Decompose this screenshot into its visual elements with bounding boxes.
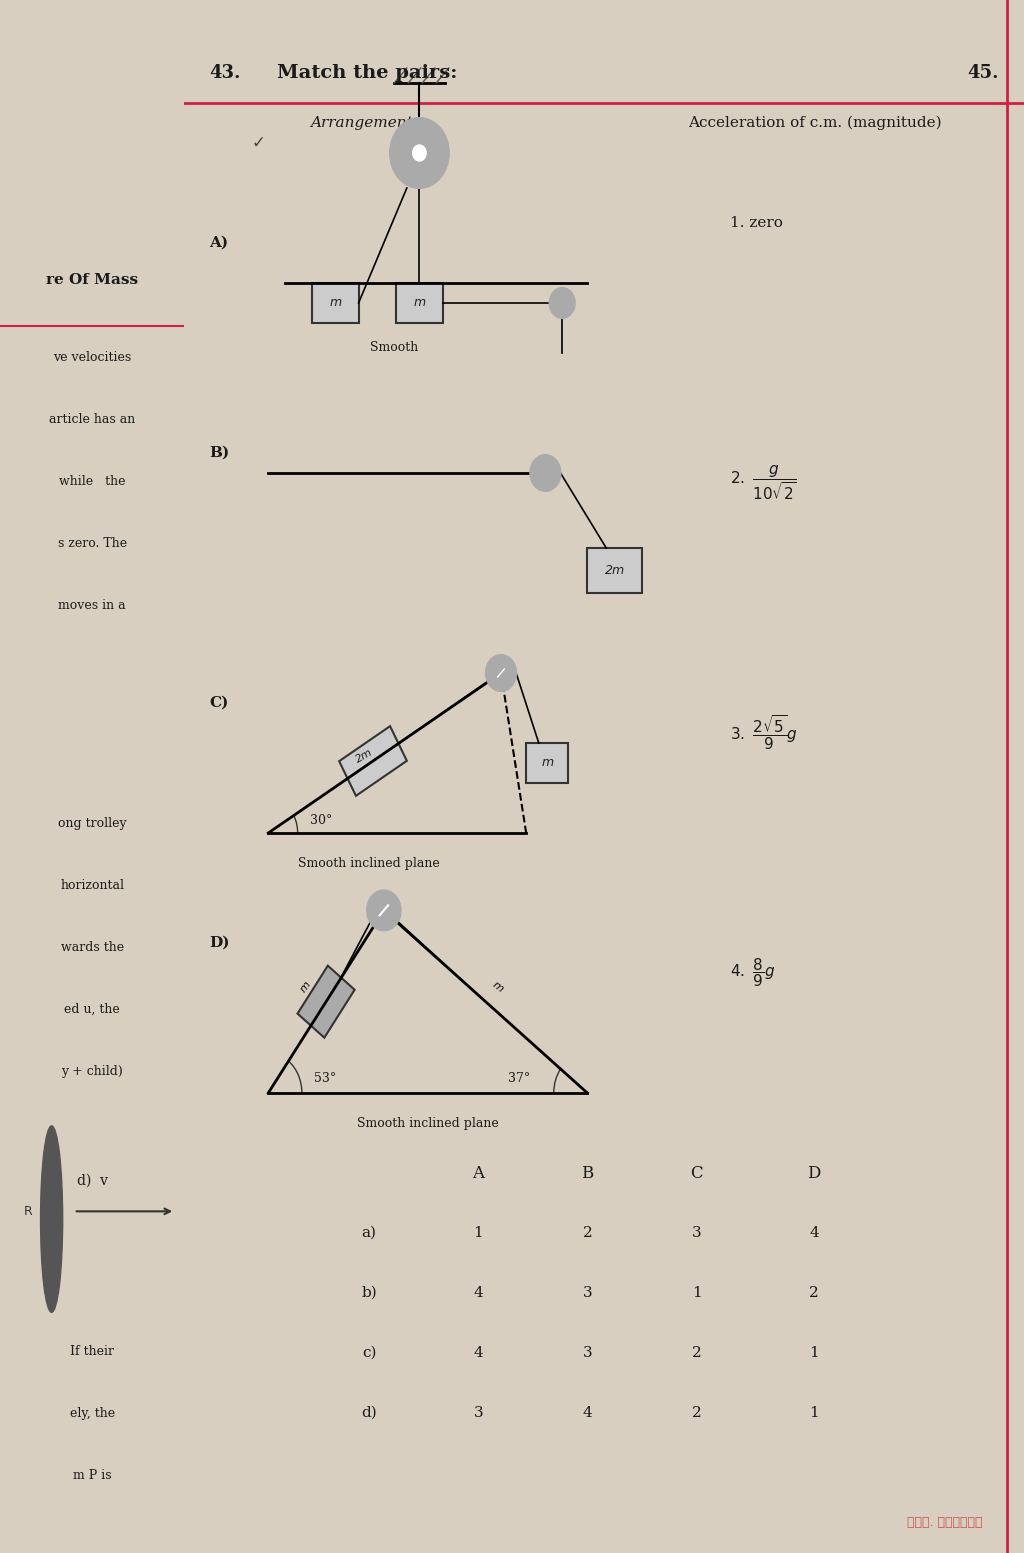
Text: C): C) bbox=[210, 696, 229, 710]
Text: m: m bbox=[541, 756, 553, 769]
Text: while   the: while the bbox=[59, 475, 125, 488]
Text: A): A) bbox=[210, 236, 228, 250]
Text: s zero. The: s zero. The bbox=[57, 537, 127, 550]
Text: 3: 3 bbox=[473, 1405, 483, 1419]
Text: $3.\ \dfrac{2\sqrt{5}}{9}g$: $3.\ \dfrac{2\sqrt{5}}{9}g$ bbox=[730, 714, 798, 752]
Circle shape bbox=[390, 118, 449, 188]
Text: 37°: 37° bbox=[508, 1072, 529, 1084]
Text: re Of Mass: re Of Mass bbox=[46, 272, 138, 287]
Text: b): b) bbox=[361, 1286, 377, 1300]
Text: m P is: m P is bbox=[73, 1469, 112, 1482]
Text: 2: 2 bbox=[691, 1346, 701, 1360]
Text: 4: 4 bbox=[809, 1225, 819, 1239]
Text: ✓: ✓ bbox=[252, 134, 265, 152]
Text: 3: 3 bbox=[583, 1346, 592, 1360]
Text: 1: 1 bbox=[809, 1405, 819, 1419]
Text: wards the: wards the bbox=[60, 941, 124, 954]
Circle shape bbox=[530, 455, 560, 491]
Text: ong trolley: ong trolley bbox=[57, 817, 127, 829]
Circle shape bbox=[367, 890, 400, 930]
Text: 1. zero: 1. zero bbox=[730, 216, 783, 230]
Text: Smooth inclined plane: Smooth inclined plane bbox=[298, 857, 440, 870]
Text: $2.\ \dfrac{g}{10\sqrt{2}}$: $2.\ \dfrac{g}{10\sqrt{2}}$ bbox=[730, 464, 797, 502]
Text: ve velocities: ve velocities bbox=[53, 351, 131, 363]
Text: If their: If their bbox=[71, 1345, 114, 1357]
FancyBboxPatch shape bbox=[588, 548, 642, 593]
Text: a): a) bbox=[361, 1225, 377, 1239]
Text: A: A bbox=[472, 1165, 484, 1182]
Text: m: m bbox=[330, 297, 342, 309]
FancyBboxPatch shape bbox=[298, 966, 354, 1037]
Text: 2: 2 bbox=[809, 1286, 819, 1300]
Text: 1: 1 bbox=[691, 1286, 701, 1300]
Text: $4.\ \dfrac{8}{9}g$: $4.\ \dfrac{8}{9}g$ bbox=[730, 957, 775, 989]
Text: Acceleration of c.m. (magnitude): Acceleration of c.m. (magnitude) bbox=[688, 116, 942, 130]
Text: y + child): y + child) bbox=[61, 1065, 123, 1078]
FancyBboxPatch shape bbox=[339, 727, 407, 795]
Text: D: D bbox=[807, 1165, 821, 1182]
Text: 2: 2 bbox=[583, 1225, 592, 1239]
Text: Smooth inclined plane: Smooth inclined plane bbox=[357, 1117, 499, 1129]
Text: 2m: 2m bbox=[354, 747, 375, 764]
Text: m: m bbox=[490, 980, 506, 994]
Text: 30°: 30° bbox=[310, 814, 333, 828]
Text: 43.: 43. bbox=[210, 64, 241, 82]
Text: R: R bbox=[24, 1205, 32, 1218]
Text: ely, the: ely, the bbox=[70, 1407, 115, 1419]
Text: 1: 1 bbox=[473, 1225, 483, 1239]
Text: B): B) bbox=[210, 446, 229, 460]
Text: ed u, the: ed u, the bbox=[65, 1003, 120, 1016]
FancyBboxPatch shape bbox=[312, 283, 358, 323]
Text: 1: 1 bbox=[809, 1346, 819, 1360]
Text: m: m bbox=[414, 297, 426, 309]
Text: c): c) bbox=[361, 1346, 376, 1360]
Text: 45.: 45. bbox=[968, 64, 998, 82]
Text: 4: 4 bbox=[473, 1286, 483, 1300]
Text: D): D) bbox=[210, 936, 230, 950]
FancyBboxPatch shape bbox=[396, 283, 442, 323]
Text: Smooth: Smooth bbox=[370, 342, 419, 354]
Text: article has an: article has an bbox=[49, 413, 135, 426]
Text: moves in a: moves in a bbox=[58, 599, 126, 612]
Text: 2m: 2m bbox=[604, 564, 625, 578]
Text: C: C bbox=[690, 1165, 702, 1182]
Text: d): d) bbox=[361, 1405, 377, 1419]
Text: 4: 4 bbox=[583, 1405, 592, 1419]
Circle shape bbox=[41, 1126, 62, 1312]
Text: 3: 3 bbox=[583, 1286, 592, 1300]
Circle shape bbox=[413, 144, 426, 162]
Text: B: B bbox=[582, 1165, 594, 1182]
FancyBboxPatch shape bbox=[526, 742, 568, 783]
Text: m: m bbox=[298, 980, 312, 994]
Text: 3: 3 bbox=[692, 1225, 701, 1239]
Text: d)  v: d) v bbox=[77, 1173, 108, 1188]
Circle shape bbox=[550, 287, 574, 318]
Text: 4: 4 bbox=[473, 1346, 483, 1360]
Text: 2: 2 bbox=[691, 1405, 701, 1419]
Text: 53°: 53° bbox=[314, 1072, 337, 1084]
Text: horizontal: horizontal bbox=[60, 879, 124, 891]
Text: Match the pairs:: Match the pairs: bbox=[276, 64, 457, 82]
Circle shape bbox=[485, 655, 516, 691]
Text: Arrangement: Arrangement bbox=[310, 116, 413, 130]
Text: प्र. मोटगाउ: प्र. मोटगाउ bbox=[906, 1516, 982, 1530]
